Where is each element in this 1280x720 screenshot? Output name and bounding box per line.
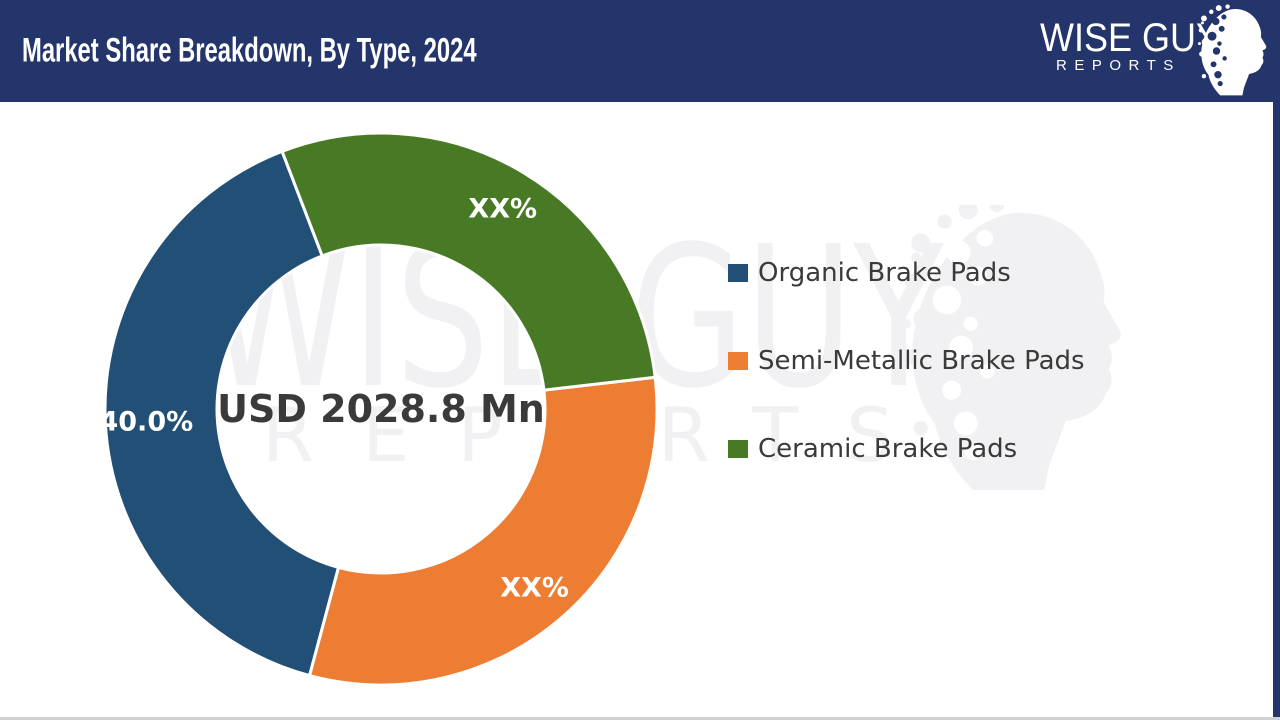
logo-reports: REPORTS [1056,57,1181,74]
bottom-border [0,717,1280,720]
legend-swatch-ceramic-brake-pads [728,440,748,458]
legend-item-organic-brake-pads: Organic Brake Pads [728,258,1085,288]
donut-slice-organic-brake-pads [103,149,341,678]
right-edge-stripe [1273,0,1280,720]
logo-face-icon [1198,4,1272,98]
donut-slice-ceramic-brake-pads [280,131,657,392]
donut-center-value: USD 2028.8 Mn [217,387,545,431]
slice-label-organic-brake-pads: 40.0% [99,407,193,438]
legend-swatch-organic-brake-pads [728,264,748,282]
legend-label-semi-metallic-brake-pads: Semi-Metallic Brake Pads [758,346,1085,376]
legend-swatch-semi-metallic-brake-pads [728,352,748,370]
legend-item-ceramic-brake-pads: Ceramic Brake Pads [728,434,1085,464]
watermark-face [878,197,1163,490]
legend-item-semi-metallic-brake-pads: Semi-Metallic Brake Pads [728,346,1085,376]
slice-label-ceramic-brake-pads: XX% [468,193,537,224]
legend-label-ceramic-brake-pads: Ceramic Brake Pads [758,434,1018,464]
chart-legend: Organic Brake Pads Semi-Metallic Brake Pa… [728,258,1085,522]
brand-logo: WISE GUY REPORTS [1040,0,1280,102]
header-bar: Market Share Breakdown, By Type, 2024 WI… [0,0,1280,102]
slice-label-semi-metallic-brake-pads: XX% [500,572,569,603]
logo-wordmark: WISE GUY [1040,16,1221,60]
donut-slice-semi-metallic-brake-pads [308,375,659,687]
page-title: Market Share Breakdown, By Type, 2024 [22,31,477,70]
legend-label-organic-brake-pads: Organic Brake Pads [758,258,1011,288]
